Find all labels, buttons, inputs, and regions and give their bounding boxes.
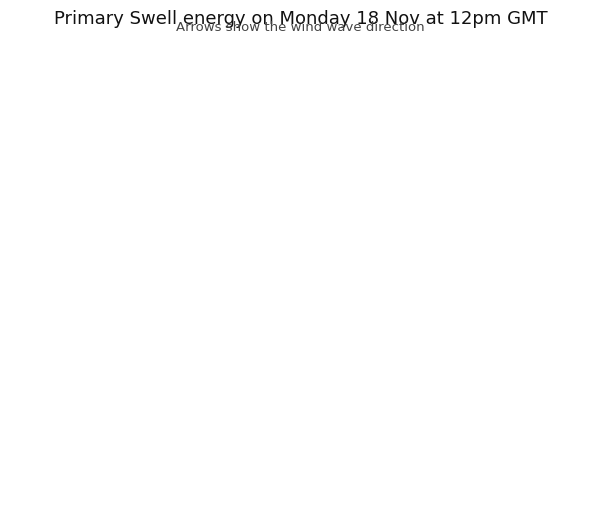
Text: Arrows show the wind wave direction: Arrows show the wind wave direction <box>176 21 425 34</box>
Text: Primary Swell energy on Monday 18 Nov at 12pm GMT: Primary Swell energy on Monday 18 Nov at… <box>53 10 548 28</box>
Text: Map requires cartopy: Map requires cartopy <box>197 268 404 287</box>
